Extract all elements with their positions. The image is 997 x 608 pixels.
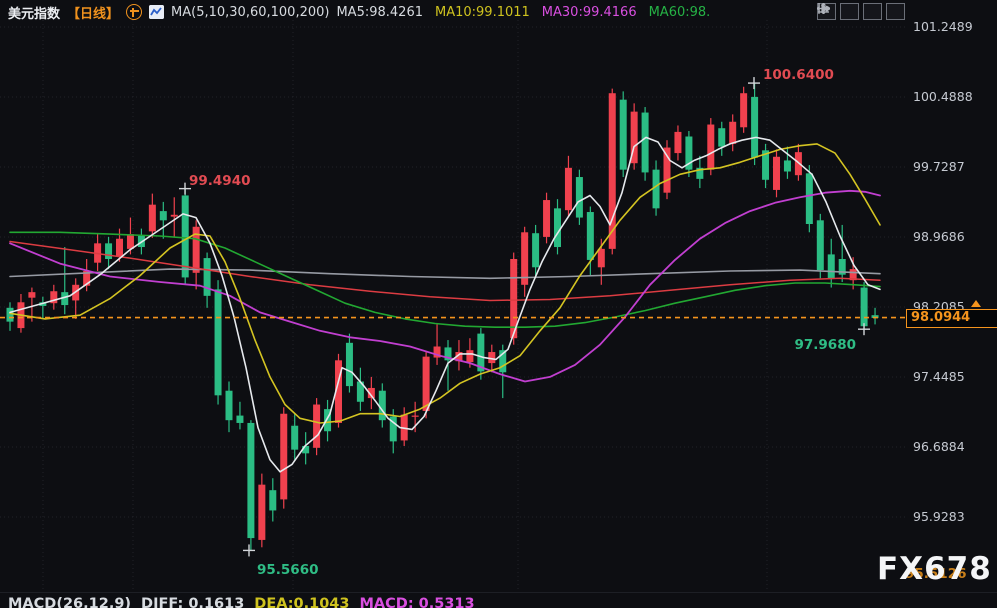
y-axis-label: 95.9283	[913, 509, 965, 525]
fx678-watermark: FX678	[877, 551, 992, 587]
extreme-price-annotation: 100.6400	[763, 67, 834, 83]
chart-toolbar	[817, 3, 905, 20]
macd-indicator-header: MACD(26,12,9) DIFF: 0.1613 DEA:0.1043 MACD:…	[8, 596, 475, 608]
chart-logo-icon	[149, 5, 165, 19]
y-axis-label: 100.4888	[913, 89, 973, 104]
y-axis-label: 99.7287	[913, 159, 965, 175]
ma-value-label: MA30:99.4166	[541, 4, 637, 20]
ma-line-ma10	[9, 143, 881, 424]
macd-value-label: DIFF: 0.1613	[141, 596, 245, 608]
macd-value-label: MACD(26,12,9)	[8, 596, 132, 608]
jump-to-latest-icon[interactable]	[818, 3, 905, 20]
ma-group-label: MA(5,10,30,60,100,200)	[171, 4, 330, 20]
ma-line-ma5	[9, 136, 881, 473]
price-axis[interactable]: 101.2489 100.4888 99.7287 98.9686 98.2085 97.…	[905, 0, 997, 608]
y-axis-label: 97.4485	[913, 369, 965, 385]
y-axis-label: 98.9686	[913, 229, 965, 245]
ma-line-ma30	[9, 189, 881, 383]
scroll-up-arrow-icon[interactable]	[971, 299, 981, 307]
ma-values: MA5:98.4261 MA10:99.1011 MA30:99.4166 MA60:…	[336, 5, 710, 20]
current-price-label: 98.0944	[906, 308, 997, 328]
extreme-price-annotation: 97.9680	[795, 337, 857, 353]
add-indicator-icon[interactable]	[126, 4, 143, 20]
macd-value-label: DEA:0.1043	[254, 596, 350, 608]
ma-line-ma100	[9, 240, 881, 302]
scale-left-axis-icon[interactable]	[818, 3, 859, 20]
extreme-price-annotation: 99.4940	[189, 173, 251, 189]
pane-low-label: 95.5126	[905, 566, 967, 582]
ma-value-label: MA5:98.4261	[336, 4, 423, 20]
timeframe-label[interactable]: 【日线】	[67, 6, 120, 22]
scale-right-axis-icon[interactable]	[818, 3, 882, 20]
current-price-value: 98.0944	[911, 309, 971, 325]
indicator-header: 美元指数 【日线】 MA(5,10,30,60,100,200) MA5:98.…	[8, 3, 710, 22]
ma-line-ma200	[9, 268, 881, 280]
ma-value-label: MA10:99.1011	[435, 4, 530, 20]
y-axis-label: 96.6884	[913, 439, 965, 455]
symbol-title: 美元指数	[8, 6, 61, 22]
y-axis-label: 101.2489	[913, 19, 973, 34]
ma-value-label: MA60:98.	[648, 4, 711, 20]
macd-value-label: MACD: 0.5313	[359, 596, 475, 608]
extreme-price-annotation: 95.5660	[257, 562, 319, 578]
